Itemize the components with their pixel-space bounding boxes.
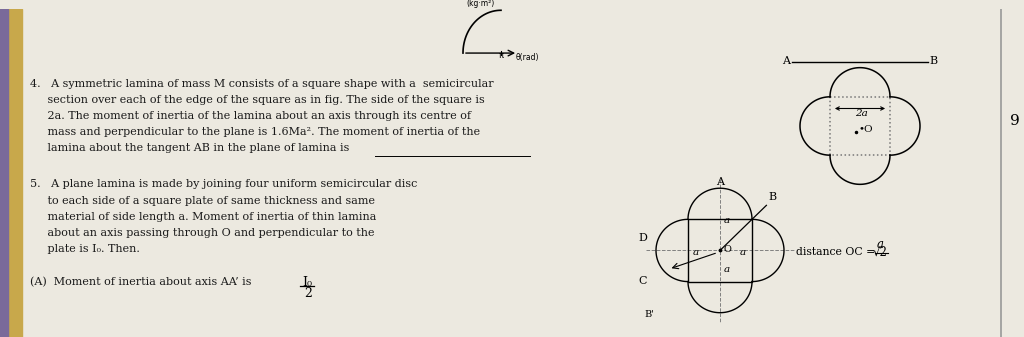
Text: I₀: I₀ — [302, 276, 312, 289]
Text: D: D — [638, 233, 647, 243]
Text: O: O — [723, 245, 731, 254]
Text: A: A — [782, 56, 790, 66]
Text: a: a — [693, 248, 699, 257]
Bar — [0, 9, 22, 337]
Bar — [688, 219, 752, 282]
Text: •O: •O — [858, 125, 872, 134]
Text: a: a — [740, 248, 746, 257]
Text: B': B' — [644, 310, 654, 318]
Text: B: B — [929, 56, 937, 66]
Text: √2: √2 — [873, 245, 888, 258]
Text: material of side length a. Moment of inertia of thin lamina: material of side length a. Moment of ine… — [30, 212, 377, 221]
Text: θ(rad): θ(rad) — [516, 53, 540, 62]
Text: to each side of a square plate of same thickness and same: to each side of a square plate of same t… — [30, 195, 375, 206]
Text: C: C — [638, 276, 646, 285]
Text: about an axis passing through O and perpendicular to the: about an axis passing through O and perp… — [30, 227, 375, 238]
Text: a: a — [724, 216, 730, 225]
Text: distance OC =: distance OC = — [796, 247, 876, 257]
Text: 2a: 2a — [855, 109, 867, 118]
Text: B: B — [768, 192, 776, 202]
Text: a: a — [877, 238, 884, 250]
Text: (A)  Moment of inertia about axis AA’ is: (A) Moment of inertia about axis AA’ is — [30, 277, 252, 287]
Text: mass and perpendicular to the plane is 1.6Ma². The moment of inertia of the: mass and perpendicular to the plane is 1… — [30, 127, 480, 137]
Text: section over each of the edge of the square as in fig. The side of the square is: section over each of the edge of the squ… — [30, 95, 484, 105]
Text: a: a — [724, 265, 730, 274]
Bar — [0, 9, 8, 337]
Text: A: A — [716, 177, 724, 187]
Text: 9: 9 — [1010, 114, 1020, 128]
Text: 2a. The moment of inertia of the lamina about an axis through its centre of: 2a. The moment of inertia of the lamina … — [30, 112, 471, 121]
Text: 2: 2 — [304, 287, 312, 300]
Text: 4.   A symmetric lamina of mass M consists of a square shape with a  semicircula: 4. A symmetric lamina of mass M consists… — [30, 79, 494, 89]
Text: (kg·m²): (kg·m²) — [466, 0, 495, 8]
Text: π: π — [499, 51, 504, 60]
Text: lamina about the tangent AB in the plane of lamina is: lamina about the tangent AB in the plane… — [30, 144, 349, 153]
Text: 5.   A plane lamina is made by joining four uniform semicircular disc: 5. A plane lamina is made by joining fou… — [30, 180, 418, 189]
Text: plate is I₀. Then.: plate is I₀. Then. — [30, 244, 140, 254]
Bar — [830, 97, 890, 155]
